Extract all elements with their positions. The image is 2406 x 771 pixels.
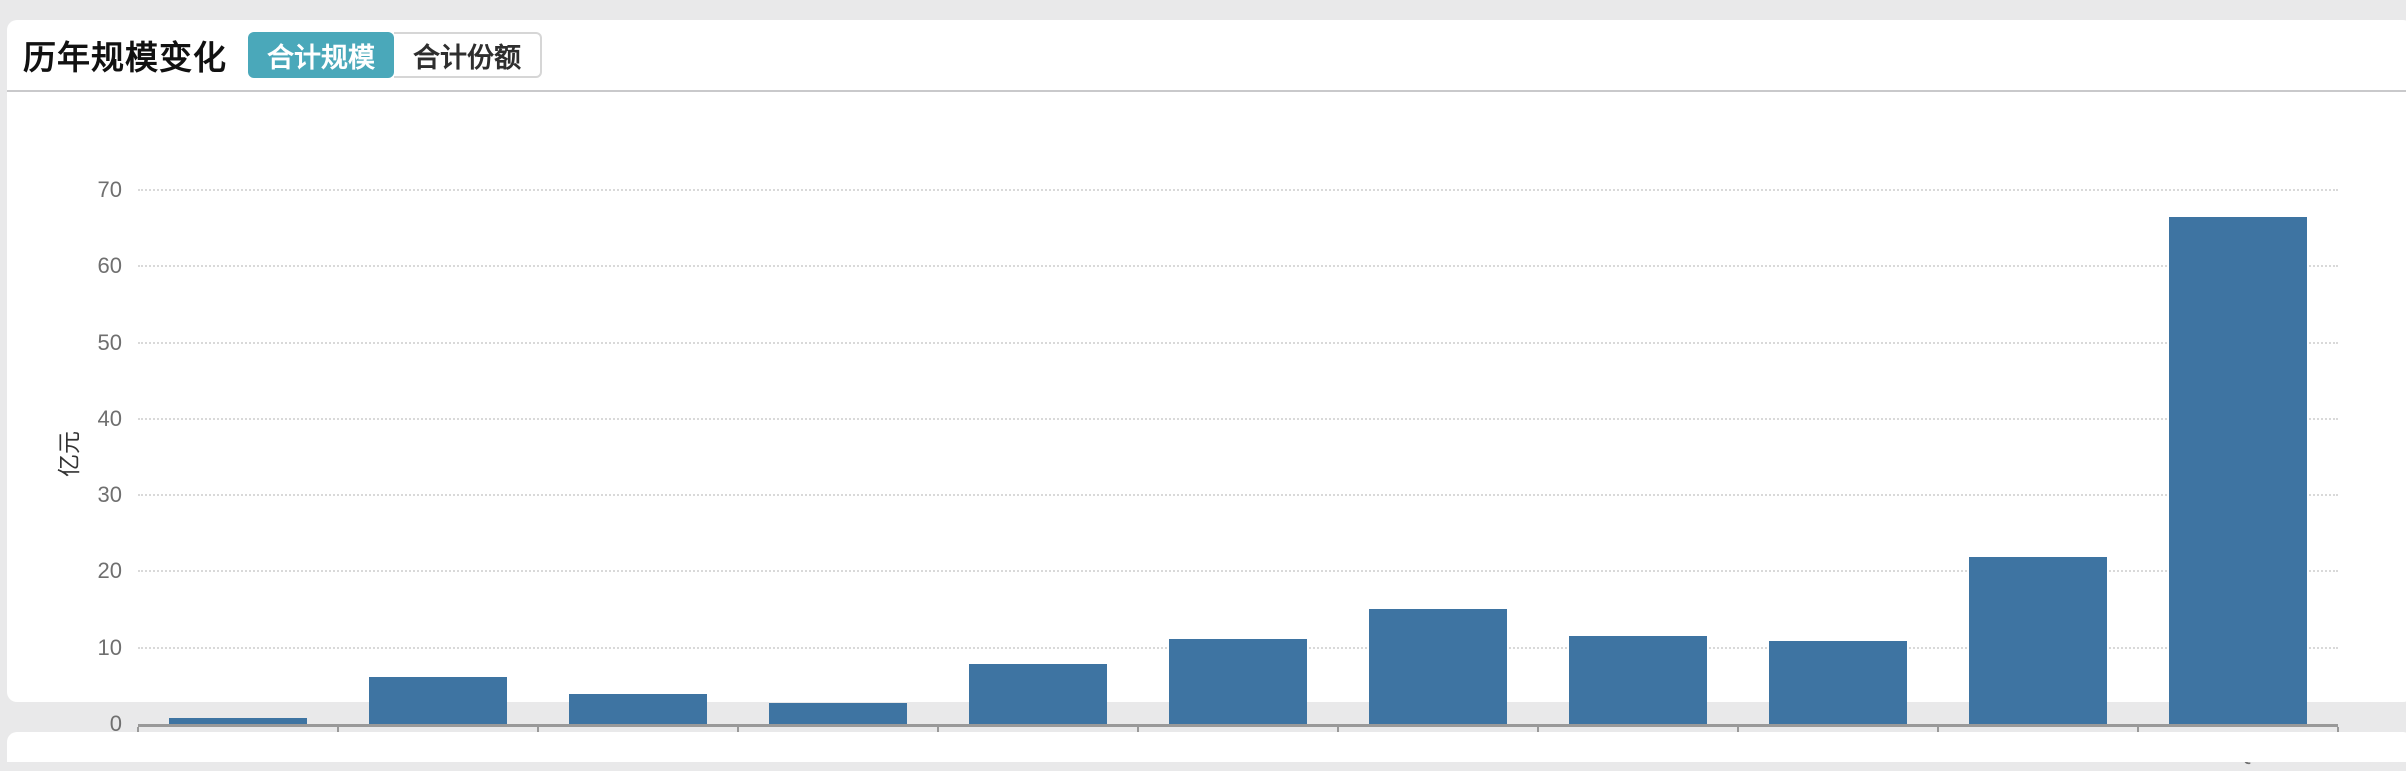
page: { "header": { "title": "历年规模变化" }, "tabs… bbox=[7, 20, 2406, 765]
bar-2017[interactable] bbox=[569, 694, 707, 724]
x-axis-tick-2 bbox=[537, 727, 539, 736]
bar-2022[interactable] bbox=[1569, 635, 1707, 724]
x-axis-tick-1 bbox=[337, 727, 339, 736]
tab-total-scale[interactable]: 合计规模 bbox=[248, 32, 394, 78]
tab-total-share[interactable]: 合计份额 bbox=[394, 32, 542, 78]
y-tick-label-70: 70 bbox=[97, 177, 122, 202]
x-axis-tick-5 bbox=[1137, 727, 1139, 736]
gridline-60 bbox=[138, 265, 2338, 268]
gridline-20 bbox=[138, 570, 2338, 573]
x-axis-tick-7 bbox=[1537, 727, 1539, 736]
x-axis-tick-9 bbox=[1937, 727, 1939, 736]
x-axis-tick-0 bbox=[137, 727, 139, 736]
bar-2015[interactable] bbox=[169, 717, 307, 724]
y-tick-label-50: 50 bbox=[97, 329, 122, 355]
x-axis-tick-10 bbox=[2137, 727, 2139, 736]
x-axis-tick-6 bbox=[1337, 727, 1339, 736]
y-tick-label-40: 40 bbox=[97, 405, 122, 431]
bar-2024[interactable] bbox=[1969, 556, 2107, 724]
plot-area bbox=[137, 189, 2339, 736]
y-axis: 0 10 20 30 40 50 60 70 bbox=[7, 177, 122, 736]
bar-2018[interactable] bbox=[769, 702, 907, 724]
gridline-30 bbox=[138, 494, 2338, 497]
bar-2023[interactable] bbox=[1769, 640, 1907, 724]
gridline-70 bbox=[138, 189, 2338, 191]
y-tick-label-60: 60 bbox=[97, 253, 122, 279]
card-header: 历年规模变化 合计规模 合计份额 bbox=[7, 20, 2406, 92]
bar-25Q3[interactable] bbox=[2169, 216, 2307, 724]
y-tick-label-20: 20 bbox=[97, 558, 122, 584]
x-axis-tick-3 bbox=[737, 727, 739, 736]
next-card-peek bbox=[7, 732, 2406, 762]
gridline-40 bbox=[138, 417, 2338, 420]
x-axis-tick-4 bbox=[937, 727, 939, 736]
bar-2016[interactable] bbox=[369, 676, 507, 724]
bar-2020[interactable] bbox=[1169, 638, 1307, 724]
gridline-50 bbox=[138, 341, 2338, 344]
bar-2021[interactable] bbox=[1369, 608, 1507, 724]
x-axis-tick-end bbox=[2337, 727, 2339, 736]
bar-2019[interactable] bbox=[969, 663, 1107, 724]
y-tick-label-30: 30 bbox=[97, 482, 122, 508]
x-axis-tick-8 bbox=[1737, 727, 1739, 736]
y-tick-label-10: 10 bbox=[97, 634, 122, 660]
y-tick-label-0: 0 bbox=[109, 711, 122, 736]
scale-share-tab-group: 合计规模 合计份额 bbox=[248, 32, 542, 78]
card-title: 历年规模变化 bbox=[23, 39, 227, 76]
